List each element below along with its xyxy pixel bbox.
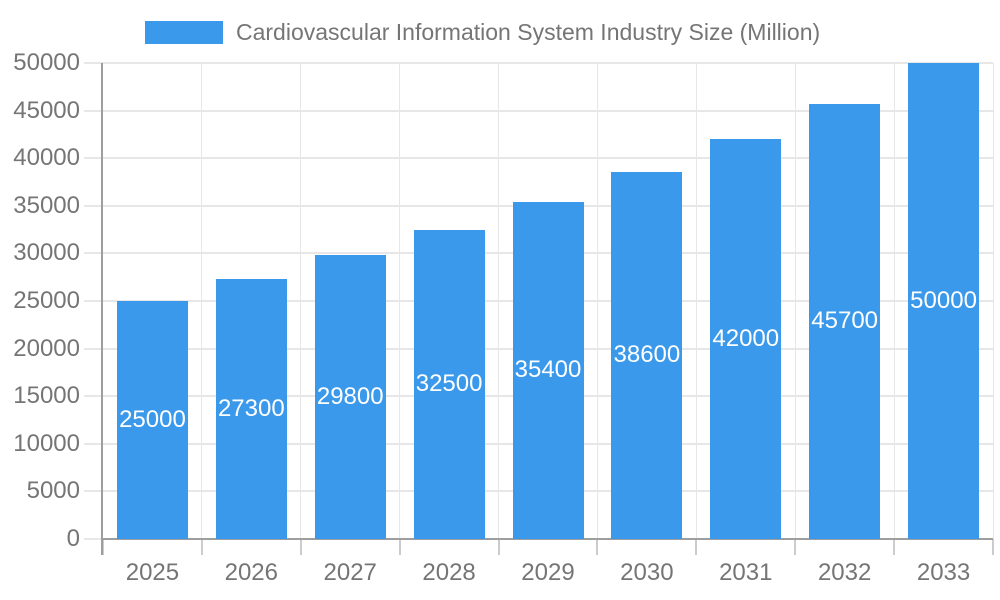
y-tick: [84, 62, 103, 64]
bar-value-label: 42000: [712, 325, 780, 353]
bar-value-label: 38600: [613, 341, 681, 369]
x-tick: [398, 539, 401, 555]
x-axis-tick-label: 2032: [817, 559, 872, 586]
y-tick: [84, 300, 103, 302]
bar-2029[interactable]: [512, 201, 584, 539]
bar-2027[interactable]: [314, 255, 386, 539]
x-axis-tick-label: 2025: [125, 559, 180, 586]
category-gridline: [498, 63, 500, 539]
y-tick: [84, 538, 103, 540]
y-axis-tick-label: 35000: [13, 191, 80, 219]
category-gridline: [300, 63, 302, 539]
y-axis-tick-label: 30000: [13, 239, 80, 267]
bar-2032[interactable]: [809, 103, 881, 539]
x-axis-tick-label: 2026: [224, 559, 278, 586]
bar-value-label: 25000: [119, 406, 186, 433]
x-tick: [497, 539, 500, 555]
bar-2026[interactable]: [215, 279, 287, 539]
bar-value-label: 27300: [217, 395, 285, 423]
category-gridline: [992, 63, 994, 539]
legend[interactable]: Cardiovascular Information System Indust…: [145, 21, 820, 44]
bar-2031[interactable]: [710, 139, 782, 539]
category-gridline: [201, 63, 203, 539]
y-axis-tick-label: 15000: [13, 382, 80, 410]
bar-2033[interactable]: [908, 63, 980, 539]
bar-value-label: 29800: [316, 383, 384, 411]
x-axis-tick-label: 2033: [916, 559, 971, 586]
y-axis-tick-label: 10000: [13, 429, 80, 457]
x-axis-tick-label: 2027: [323, 559, 377, 586]
x-axis-baseline: [101, 538, 993, 540]
y-tick: [84, 347, 103, 350]
category-gridline: [596, 63, 598, 539]
bar-2028[interactable]: [413, 229, 485, 539]
category-gridline: [399, 63, 401, 539]
x-axis-tick-label: 2029: [521, 559, 575, 586]
y-tick: [84, 252, 103, 255]
x-tick: [299, 539, 302, 555]
legend-series-label: Cardiovascular Information System Indust…: [236, 19, 821, 45]
bar-value-label: 32500: [415, 370, 483, 398]
y-axis-tick-label: 25000: [13, 287, 80, 314]
y-axis-tick-label: 45000: [13, 96, 80, 124]
y-tick: [84, 157, 103, 160]
category-gridline: [695, 63, 697, 539]
x-tick: [200, 539, 203, 555]
bar-2025[interactable]: [116, 301, 188, 539]
y-gridline: [103, 109, 993, 112]
y-tick: [84, 442, 103, 445]
y-axis-tick-label: 5000: [26, 477, 80, 505]
legend-swatch: [145, 21, 223, 44]
y-axis-tick-label: 0: [66, 525, 80, 552]
x-axis-tick-label: 2030: [620, 559, 674, 586]
bar-value-label: 50000: [910, 287, 977, 314]
y-axis-tick-label: 20000: [13, 334, 80, 362]
bar-value-label: 45700: [811, 307, 879, 335]
x-tick: [102, 539, 104, 555]
y-tick: [84, 204, 103, 207]
x-tick: [695, 539, 698, 555]
category-gridline: [794, 63, 796, 539]
x-tick: [596, 539, 599, 555]
y-axis-line: [101, 63, 103, 555]
category-gridline: [893, 63, 895, 539]
x-tick: [992, 539, 994, 555]
y-gridline: [103, 157, 993, 160]
x-axis-tick-label: 2031: [719, 559, 773, 586]
y-gridline: [103, 62, 993, 64]
x-axis-tick-label: 2028: [422, 559, 476, 586]
bar-2030[interactable]: [611, 171, 683, 539]
bar-value-label: 35400: [514, 356, 582, 384]
x-tick: [893, 539, 896, 555]
y-tick: [84, 395, 103, 398]
y-tick: [84, 109, 103, 112]
x-tick: [794, 539, 797, 555]
y-axis-tick-label: 40000: [13, 144, 80, 172]
y-axis-tick-label: 50000: [13, 49, 80, 76]
y-tick: [84, 490, 103, 493]
